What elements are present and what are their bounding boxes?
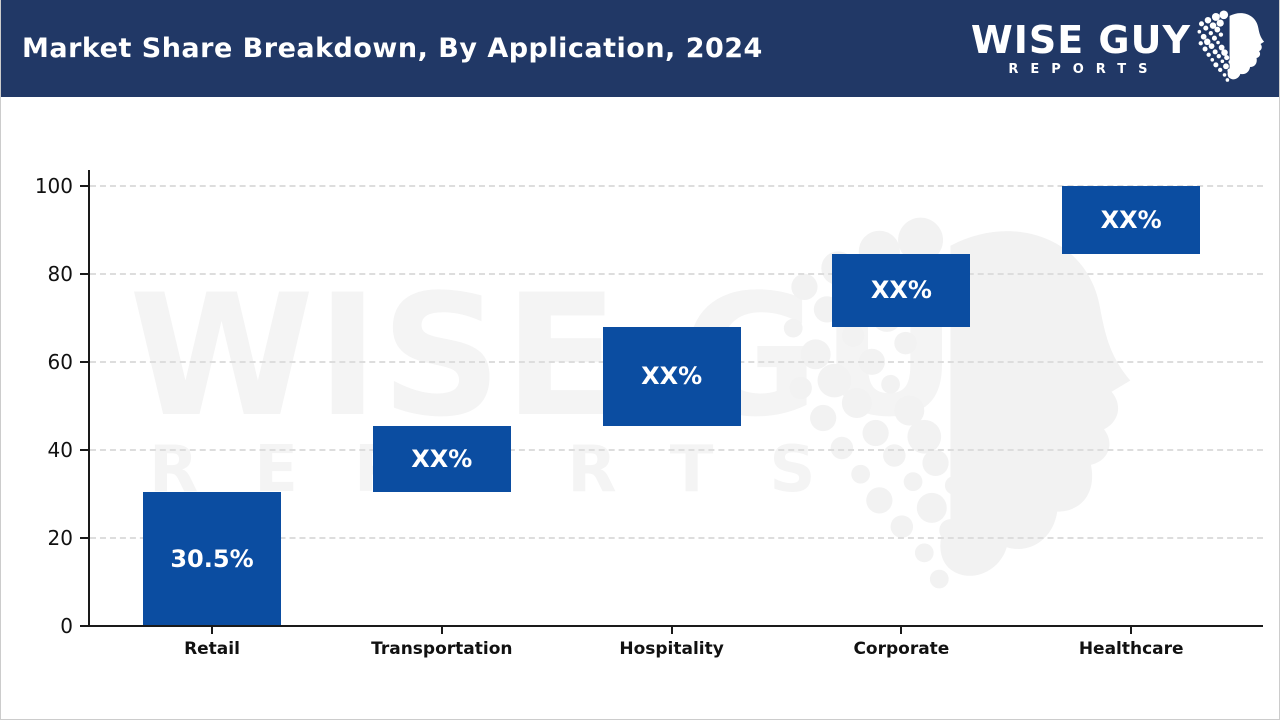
gridline — [90, 273, 1263, 275]
bar-segment-healthcare: XX% — [1062, 186, 1201, 255]
x-axis-tick — [670, 627, 673, 634]
gridline — [90, 449, 1263, 451]
bar-value-label: XX% — [411, 444, 473, 473]
bar-value-label: 30.5% — [170, 544, 254, 573]
brand-name: WISE GUY — [970, 17, 1191, 62]
y-axis-tick-label: 80 — [47, 262, 73, 286]
gridline — [90, 185, 1263, 187]
x-axis-tick — [440, 627, 443, 634]
bar-segment-retail: 30.5% — [143, 491, 281, 626]
x-axis-category-label: Retail — [184, 639, 240, 659]
brand-subtitle: REPORTS — [1008, 61, 1160, 77]
x-axis-tick — [900, 627, 903, 634]
x-axis-category-label: Hospitality — [619, 639, 724, 659]
y-axis-line — [88, 170, 90, 627]
gridline — [90, 537, 1263, 539]
bar-segment-hospitality: XX% — [602, 326, 741, 426]
y-axis-tick-label: 60 — [47, 350, 73, 374]
y-axis-tick — [80, 449, 88, 451]
brand-logo-text: WISE GUY REPORTS — [971, 21, 1191, 77]
x-axis-category-label: Healthcare — [1078, 639, 1184, 659]
y-axis-tick-label: 100 — [34, 174, 73, 198]
x-axis-tick — [1130, 627, 1133, 634]
bar-value-label: XX% — [1100, 206, 1162, 235]
y-axis-tick-label: 20 — [47, 526, 73, 550]
y-axis-tick — [80, 273, 88, 275]
x-axis-line — [86, 625, 1263, 627]
x-axis-category-label: Transportation — [371, 639, 513, 659]
header-bar: Market Share Breakdown, By Application, … — [1, 0, 1280, 97]
x-axis-category-label: Corporate — [853, 639, 950, 659]
bar-value-label: XX% — [641, 362, 703, 391]
bar-value-label: XX% — [870, 276, 932, 305]
y-axis-tick — [80, 361, 88, 363]
y-axis-tick — [80, 625, 88, 627]
bar-segment-corporate: XX% — [832, 254, 971, 327]
x-axis-tick — [211, 627, 213, 634]
page-title: Market Share Breakdown, By Application, … — [22, 33, 763, 64]
brand-logo: WISE GUY REPORTS — [971, 9, 1280, 89]
y-axis-tick-label: 0 — [60, 614, 73, 638]
y-axis-tick — [80, 537, 88, 539]
wiseguy-face-icon — [1195, 9, 1267, 89]
y-axis-tick — [80, 185, 88, 187]
y-axis-tick-label: 40 — [47, 438, 73, 462]
bar-segment-transportation: XX% — [372, 425, 511, 492]
